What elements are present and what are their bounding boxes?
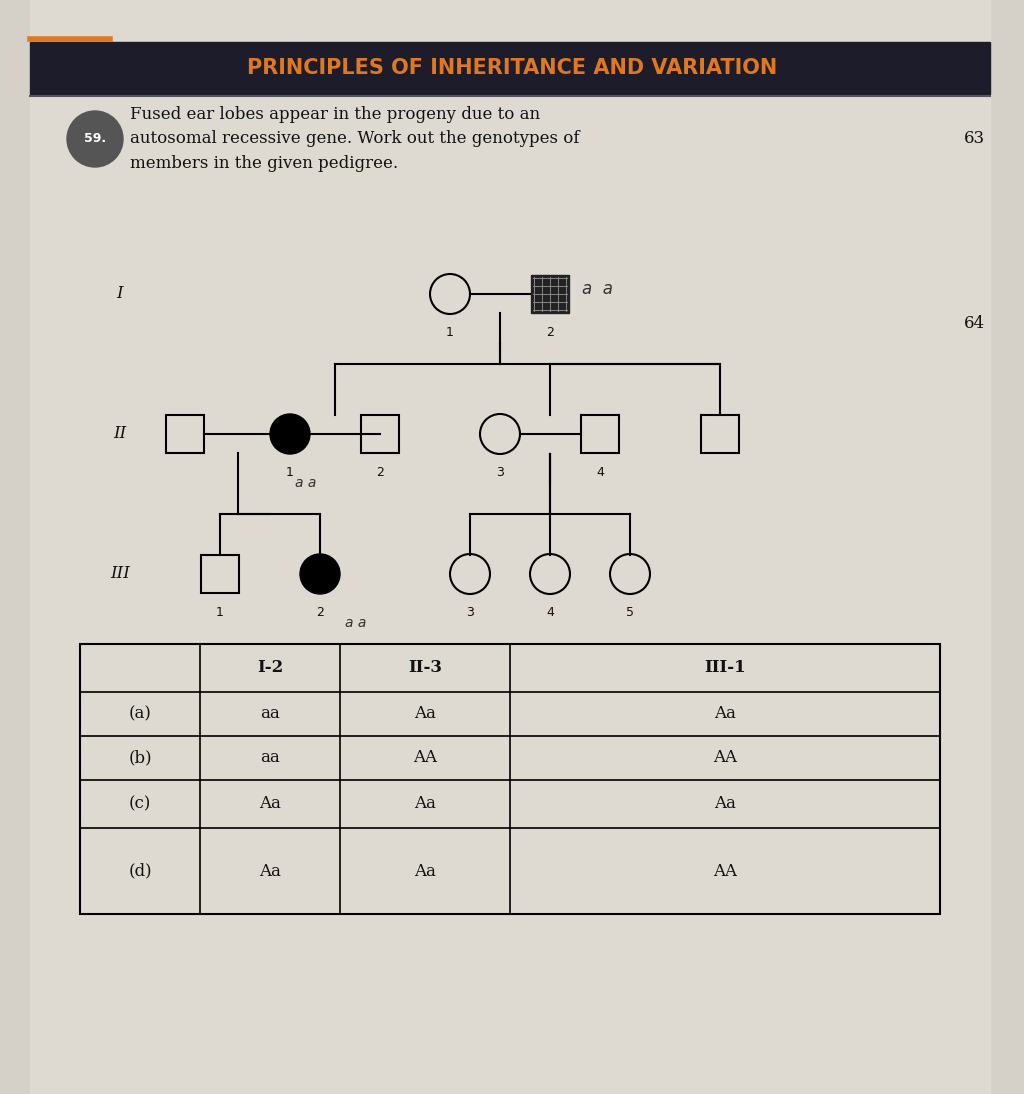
Bar <box>166 415 204 453</box>
Text: Aa: Aa <box>414 795 436 813</box>
Text: 1: 1 <box>286 466 294 479</box>
Text: a a: a a <box>295 476 316 490</box>
Text: 63: 63 <box>964 130 985 148</box>
Circle shape <box>300 554 340 594</box>
Text: aa: aa <box>260 706 280 722</box>
Bar <box>201 555 239 593</box>
Text: 2: 2 <box>546 326 554 339</box>
Bar <box>531 275 569 313</box>
Text: 2: 2 <box>376 466 384 479</box>
Text: Aa: Aa <box>259 862 281 880</box>
Text: a  a: a a <box>582 280 613 298</box>
Text: I: I <box>117 286 123 303</box>
Text: 3: 3 <box>466 606 474 619</box>
Text: III-1: III-1 <box>705 660 745 676</box>
Text: 4: 4 <box>596 466 604 479</box>
Text: PRINCIPLES OF INHERITANCE AND VARIATION: PRINCIPLES OF INHERITANCE AND VARIATION <box>247 58 777 78</box>
Text: a a: a a <box>345 616 367 630</box>
Text: 64: 64 <box>964 315 985 333</box>
Text: AA: AA <box>713 749 737 767</box>
Text: AA: AA <box>713 862 737 880</box>
Text: Aa: Aa <box>414 862 436 880</box>
Text: II-3: II-3 <box>408 660 442 676</box>
Text: AA: AA <box>413 749 437 767</box>
Text: I-2: I-2 <box>257 660 283 676</box>
Bar <box>361 415 399 453</box>
Text: 3: 3 <box>496 466 504 479</box>
Text: Fused ear lobes appear in the progeny due to an
autosomal recessive gene. Work o: Fused ear lobes appear in the progeny du… <box>130 106 580 172</box>
Text: Aa: Aa <box>714 795 736 813</box>
Text: III: III <box>110 566 130 582</box>
Text: Aa: Aa <box>414 706 436 722</box>
Text: (c): (c) <box>129 795 152 813</box>
Text: (b): (b) <box>128 749 152 767</box>
Text: aa: aa <box>260 749 280 767</box>
Text: II: II <box>114 426 127 442</box>
Circle shape <box>67 110 123 167</box>
Text: (a): (a) <box>129 706 152 722</box>
Text: Aa: Aa <box>259 795 281 813</box>
Text: 1: 1 <box>446 326 454 339</box>
Text: 1: 1 <box>216 606 224 619</box>
Bar <box>581 415 618 453</box>
Text: 5: 5 <box>626 606 634 619</box>
Bar <box>80 644 940 913</box>
Text: Aa: Aa <box>714 706 736 722</box>
Bar <box>701 415 739 453</box>
Text: 4: 4 <box>546 606 554 619</box>
Text: (d): (d) <box>128 862 152 880</box>
Circle shape <box>270 414 310 454</box>
Text: 59.: 59. <box>84 132 106 146</box>
Bar <box>30 42 990 94</box>
Text: 2: 2 <box>316 606 324 619</box>
